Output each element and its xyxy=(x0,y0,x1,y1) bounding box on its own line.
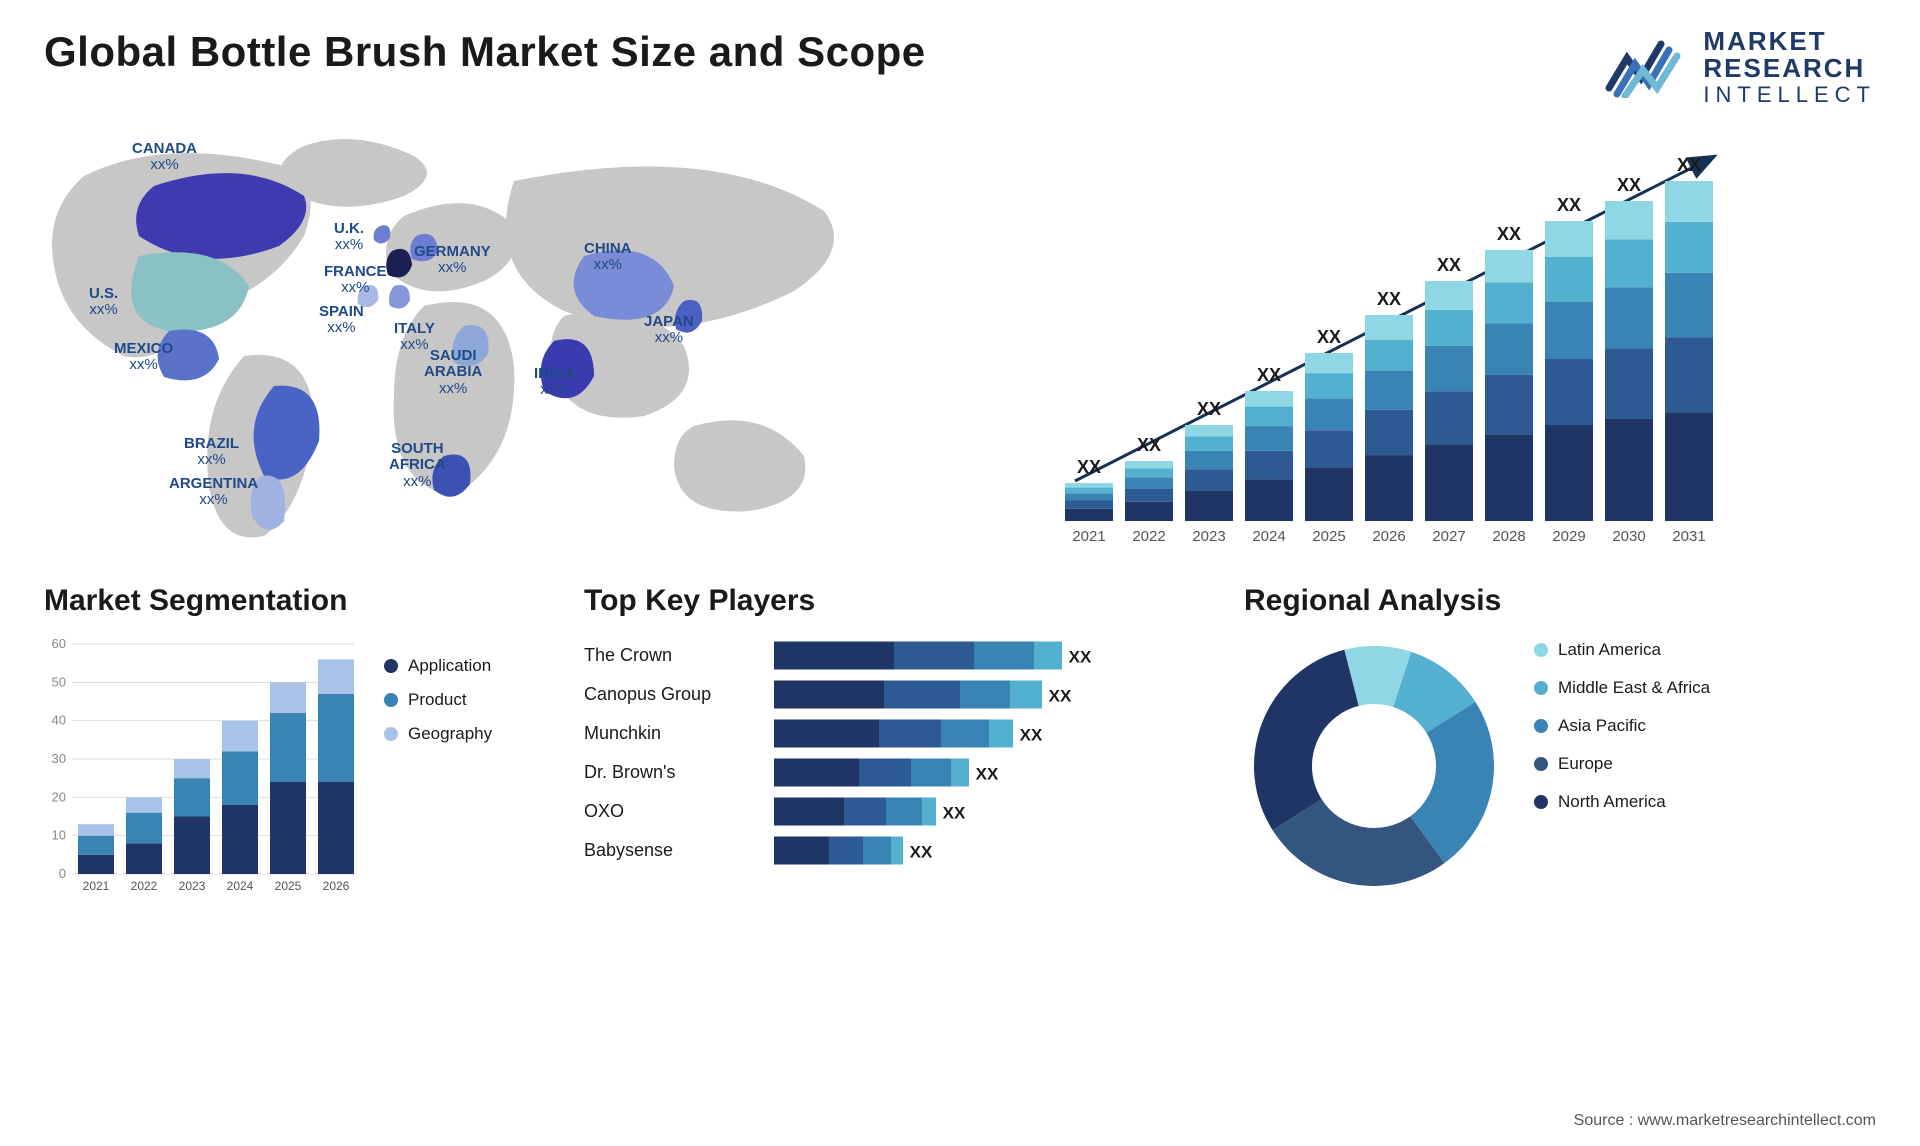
map-label: BRAZILxx% xyxy=(184,436,239,469)
brand-line2: RESEARCH xyxy=(1703,55,1876,82)
svg-text:2029: 2029 xyxy=(1552,528,1585,545)
svg-text:XX: XX xyxy=(1077,457,1101,477)
svg-text:XX: XX xyxy=(943,803,966,822)
svg-text:40: 40 xyxy=(52,712,66,727)
players-panel: Top Key Players The CrownCanopus GroupMu… xyxy=(584,584,1204,896)
legend-item: North America xyxy=(1534,792,1710,812)
map-label: JAPANxx% xyxy=(644,314,694,347)
map-label: GERMANYxx% xyxy=(414,244,491,277)
svg-text:2026: 2026 xyxy=(1372,528,1405,545)
map-label: ARGENTINAxx% xyxy=(169,476,258,509)
svg-text:2027: 2027 xyxy=(1432,528,1465,545)
svg-text:60: 60 xyxy=(52,636,66,651)
brand-line3: INTELLECT xyxy=(1703,83,1876,106)
svg-text:30: 30 xyxy=(52,751,66,766)
svg-text:XX: XX xyxy=(1049,686,1072,705)
svg-text:2025: 2025 xyxy=(275,879,302,893)
legend-item: Geography xyxy=(384,724,492,744)
map-label: INDIAxx% xyxy=(534,366,575,399)
map-label: SPAINxx% xyxy=(319,304,364,337)
page-title: Global Bottle Brush Market Size and Scop… xyxy=(44,28,926,76)
map-label: U.K.xx% xyxy=(334,221,364,254)
map-label: FRANCExx% xyxy=(324,264,387,297)
map-label: SOUTHAFRICAxx% xyxy=(389,441,446,491)
footer-source: Source : www.marketresearchintellect.com xyxy=(1574,1112,1876,1130)
legend-item: Europe xyxy=(1534,754,1710,774)
header: Global Bottle Brush Market Size and Scop… xyxy=(44,28,1876,106)
players-names: The CrownCanopus GroupMunchkinDr. Brown'… xyxy=(584,636,754,881)
svg-text:2021: 2021 xyxy=(1072,528,1105,545)
regional-panel: Regional Analysis Latin America Middle Ea… xyxy=(1244,584,1876,896)
player-name: OXO xyxy=(584,792,754,831)
segmentation-panel: Market Segmentation 0 10 20 30 40 50 60 2021 202… xyxy=(44,584,544,896)
svg-text:2030: 2030 xyxy=(1612,528,1645,545)
segmentation-title: Market Segmentation xyxy=(44,584,544,618)
svg-text:0: 0 xyxy=(59,866,66,881)
svg-text:2022: 2022 xyxy=(131,879,158,893)
map-label: CHINAxx% xyxy=(584,241,632,274)
map-label: CANADAxx% xyxy=(132,141,197,174)
regional-legend: Latin America Middle East & Africa Asia Pa… xyxy=(1534,636,1710,830)
svg-text:10: 10 xyxy=(52,827,66,842)
brand-mark-icon xyxy=(1605,36,1685,98)
svg-text:XX: XX xyxy=(1020,725,1043,744)
svg-text:XX: XX xyxy=(1197,399,1221,419)
svg-text:2023: 2023 xyxy=(1192,528,1225,545)
legend-item: Asia Pacific xyxy=(1534,716,1710,736)
svg-text:50: 50 xyxy=(52,674,66,689)
svg-text:XX: XX xyxy=(1377,289,1401,309)
svg-text:2028: 2028 xyxy=(1492,528,1525,545)
player-name: Dr. Brown's xyxy=(584,753,754,792)
svg-text:2024: 2024 xyxy=(227,879,254,893)
svg-text:XX: XX xyxy=(1437,255,1461,275)
svg-text:2024: 2024 xyxy=(1252,528,1285,545)
svg-text:XX: XX xyxy=(1677,155,1701,175)
svg-text:20: 20 xyxy=(52,789,66,804)
segmentation-legend: Application Product Geography xyxy=(384,636,492,896)
map-label: U.S.xx% xyxy=(89,286,118,319)
svg-text:2025: 2025 xyxy=(1312,528,1345,545)
svg-text:2031: 2031 xyxy=(1672,528,1705,545)
legend-item: Latin America xyxy=(1534,640,1710,660)
map-label: MEXICOxx% xyxy=(114,341,173,374)
map-label: SAUDIARABIAxx% xyxy=(424,348,482,398)
player-name: Munchkin xyxy=(584,714,754,753)
svg-text:XX: XX xyxy=(1557,195,1581,215)
growth-chart: XX 2021 XX 2022 XX 2023 XX 2024 XX 2025 XX 2026 XX 20… xyxy=(974,126,1876,546)
svg-text:XX: XX xyxy=(1317,327,1341,347)
svg-text:2022: 2022 xyxy=(1132,528,1165,545)
world-map: CANADAxx% U.S.xx% MEXICOxx% BRAZILxx% ARGENT… xyxy=(44,126,944,546)
svg-text:XX: XX xyxy=(1069,647,1092,666)
svg-text:XX: XX xyxy=(910,842,933,861)
svg-text:XX: XX xyxy=(1497,224,1521,244)
player-name: Canopus Group xyxy=(584,675,754,714)
legend-item: Middle East & Africa xyxy=(1534,678,1710,698)
brand-logo: MARKET RESEARCH INTELLECT xyxy=(1605,28,1876,106)
svg-text:2021: 2021 xyxy=(83,879,110,893)
svg-text:2023: 2023 xyxy=(179,879,206,893)
svg-text:XX: XX xyxy=(1137,435,1161,455)
legend-item: Application xyxy=(384,656,492,676)
legend-item: Product xyxy=(384,690,492,710)
player-name: Babysense xyxy=(584,831,754,870)
svg-text:XX: XX xyxy=(1617,175,1641,195)
svg-text:XX: XX xyxy=(976,764,999,783)
player-name: The Crown xyxy=(584,636,754,675)
brand-line1: MARKET xyxy=(1703,28,1876,55)
players-title: Top Key Players xyxy=(584,584,1204,618)
regional-title: Regional Analysis xyxy=(1244,584,1876,618)
svg-text:2026: 2026 xyxy=(323,879,350,893)
svg-text:XX: XX xyxy=(1257,365,1281,385)
